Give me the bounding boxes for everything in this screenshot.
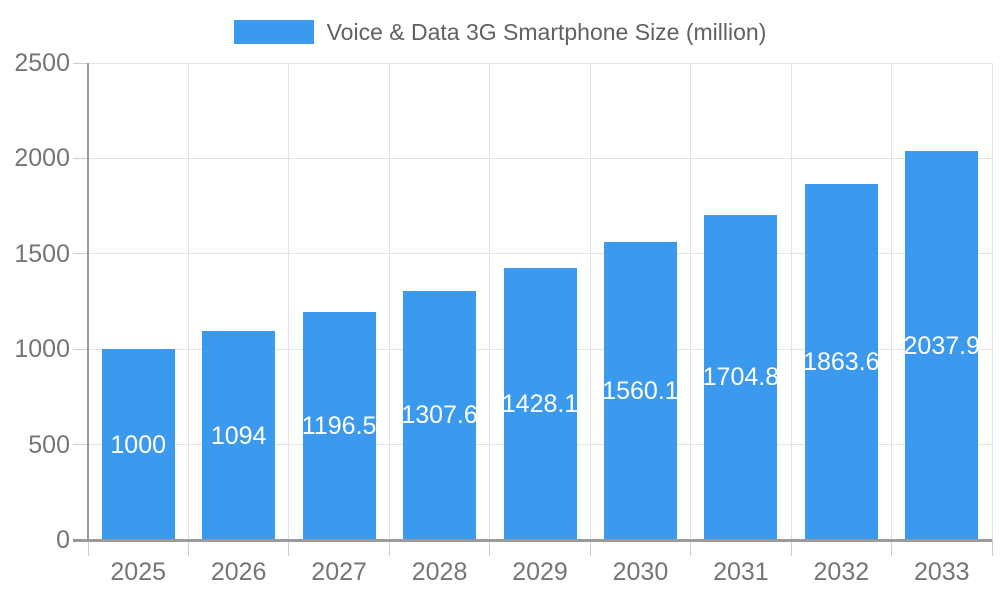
x-axis-category-label: 2030: [612, 558, 669, 586]
gridline-vertical: [589, 63, 591, 540]
y-axis-tick: [73, 444, 88, 446]
gridline-vertical: [187, 63, 189, 540]
x-axis-tick: [187, 540, 189, 556]
x-axis-tick: [690, 540, 692, 556]
bar-value-label: 1094: [210, 421, 267, 450]
gridline-vertical: [991, 63, 993, 540]
bar-value-label: 1704.8: [702, 363, 780, 392]
bar: [905, 151, 979, 540]
x-axis-tick: [991, 540, 993, 556]
x-axis-line: [73, 538, 992, 542]
gridline-vertical: [790, 63, 792, 540]
legend-label: Voice & Data 3G Smartphone Size (million…: [326, 19, 767, 45]
gridline-vertical: [489, 63, 491, 540]
y-axis-tick-label: 2500: [14, 49, 70, 77]
x-axis-category-label: 2031: [713, 558, 769, 586]
y-axis-tick-label: 0: [56, 526, 70, 554]
x-axis-category-label: 2033: [913, 558, 970, 586]
y-axis-tick: [73, 62, 88, 64]
bar: [101, 349, 175, 540]
bar: [503, 267, 577, 540]
y-axis-tick: [73, 253, 88, 255]
bar: [704, 214, 778, 540]
x-axis-category-label: 2025: [110, 558, 167, 586]
bar: [403, 290, 477, 540]
x-axis-tick: [790, 540, 792, 556]
x-axis-tick: [589, 540, 591, 556]
gridline-horizontal: [88, 62, 992, 64]
bar-value-label: 1307.6: [401, 401, 478, 430]
bar-value-label: 1863.6: [803, 348, 880, 377]
gridline-vertical: [288, 63, 290, 540]
y-axis-tick-label: 500: [28, 430, 70, 459]
x-axis-category-label: 2027: [311, 558, 367, 586]
y-axis-tick-label: 2000: [14, 144, 70, 173]
bar: [804, 184, 878, 540]
gridline-vertical: [388, 63, 390, 540]
y-axis-tick-label: 1500: [14, 239, 70, 268]
x-axis-category-label: 2032: [813, 558, 870, 586]
gridline-horizontal: [88, 157, 992, 159]
bar-value-label: 1428.1: [501, 389, 579, 418]
bar: [202, 331, 276, 540]
y-axis-tick-label: 1000: [14, 335, 70, 364]
y-axis-line: [86, 63, 89, 540]
gridline-horizontal: [88, 253, 992, 255]
bar: [302, 311, 376, 540]
x-axis-tick: [388, 540, 390, 556]
bar-value-label: 2037.9: [903, 331, 980, 360]
x-axis-category-label: 2026: [210, 558, 267, 586]
x-axis-tick: [87, 540, 89, 556]
y-axis-tick: [73, 348, 88, 350]
x-axis-tick: [891, 540, 893, 556]
bar-value-label: 1560.1: [602, 377, 679, 406]
legend-swatch-icon: [233, 20, 314, 44]
gridline-vertical: [690, 63, 692, 540]
x-axis-category-label: 2029: [512, 558, 568, 586]
x-axis-tick: [288, 540, 290, 556]
x-axis-tick: [489, 540, 491, 556]
y-axis-tick: [73, 157, 88, 159]
bar: [603, 242, 677, 540]
bar-value-label: 1196.5: [301, 411, 377, 440]
x-axis-category-label: 2028: [411, 558, 468, 586]
gridline-vertical: [891, 63, 893, 540]
chart-legend[interactable]: Voice & Data 3G Smartphone Size (million…: [0, 17, 1000, 47]
bar-value-label: 1000: [110, 430, 167, 459]
